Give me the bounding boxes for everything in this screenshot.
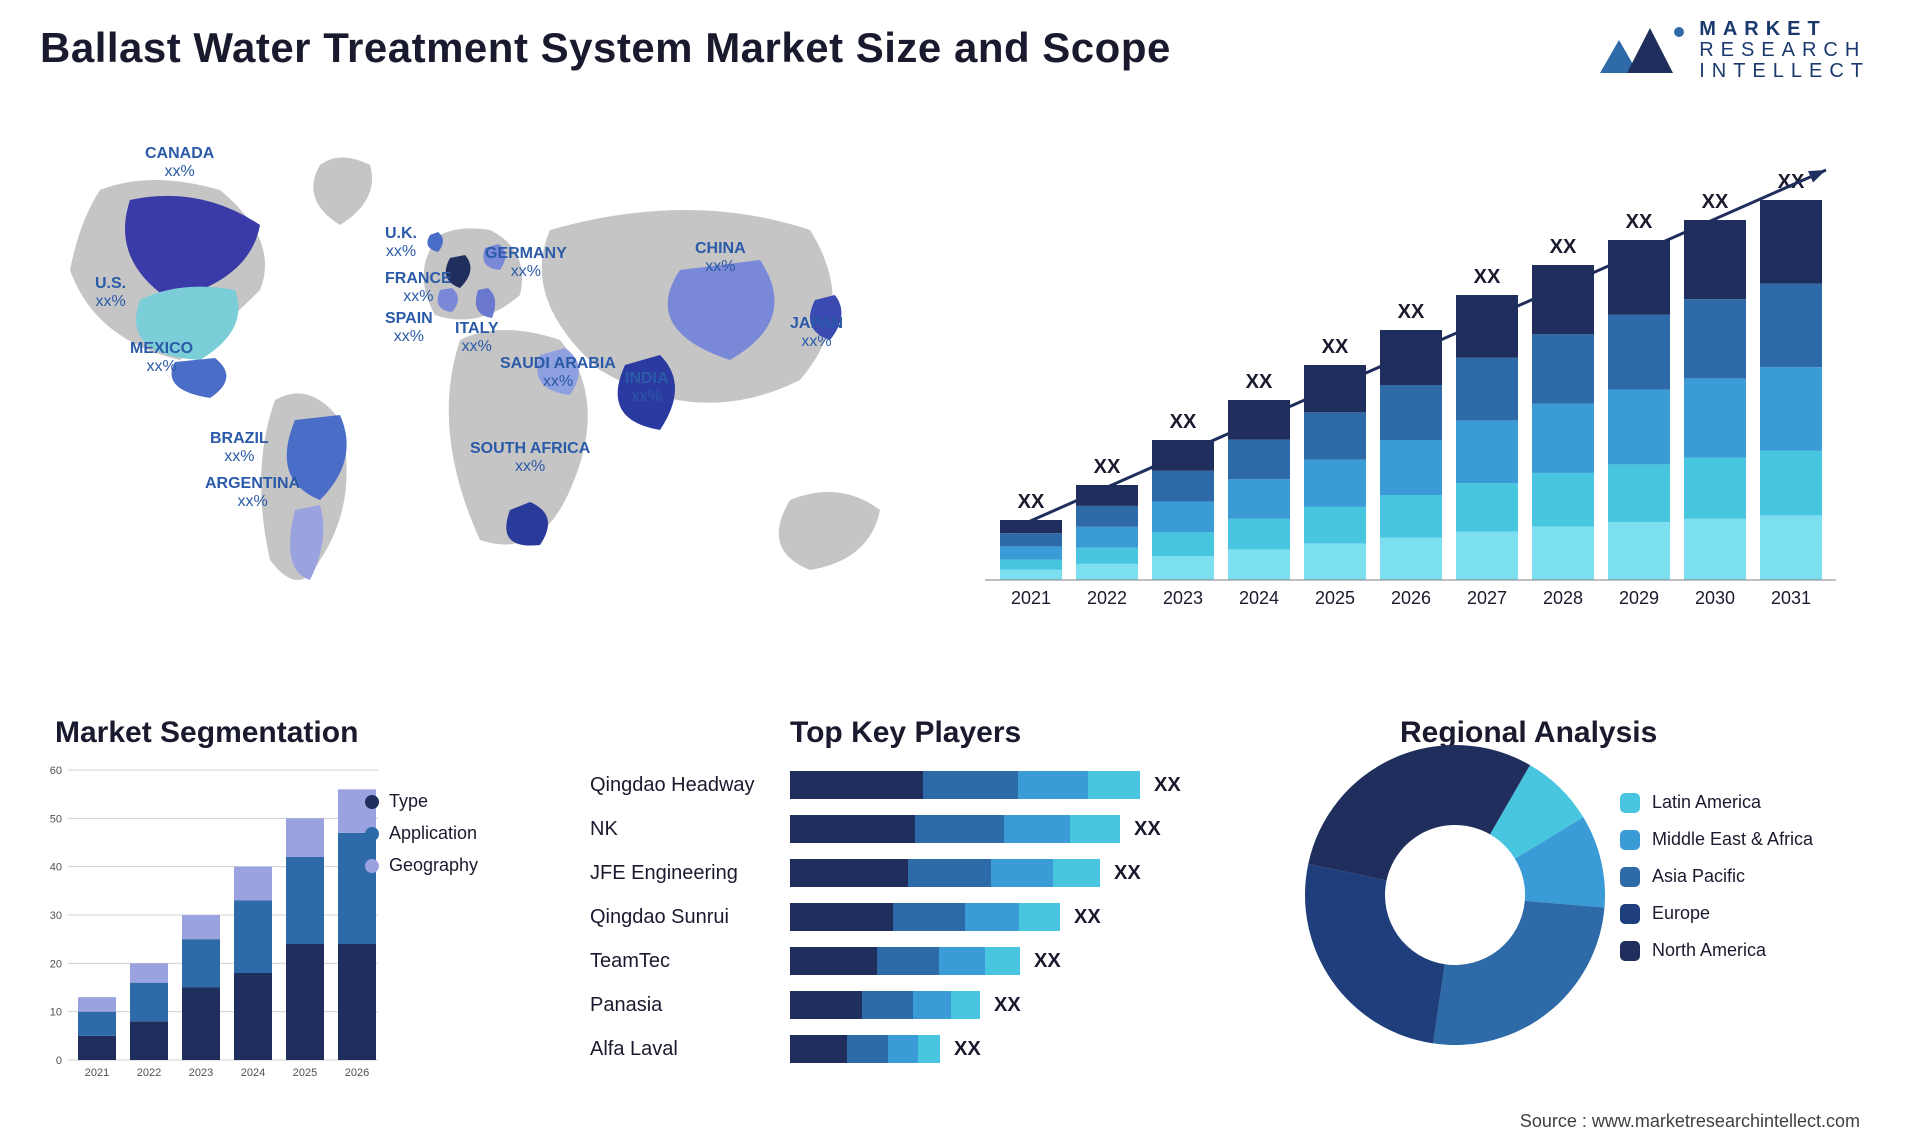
- keyplayer-row: Qingdao Headway XX: [590, 764, 1230, 806]
- keyplayer-name: JFE Engineering: [590, 862, 790, 885]
- legend-item: North America: [1620, 940, 1813, 961]
- svg-text:20: 20: [50, 958, 62, 970]
- source-text: Source : www.marketresearchintellect.com: [1520, 1111, 1860, 1132]
- keyplayer-name: Qingdao Headway: [590, 774, 790, 797]
- svg-text:2026: 2026: [1391, 588, 1431, 608]
- svg-text:2023: 2023: [189, 1067, 213, 1079]
- svg-text:0: 0: [56, 1055, 62, 1067]
- legend-item: Application: [365, 823, 478, 844]
- svg-text:2022: 2022: [137, 1067, 161, 1079]
- legend-item: Geography: [365, 855, 478, 876]
- keyplayer-row: TeamTec XX: [590, 940, 1230, 982]
- keyplayer-value: XX: [1114, 862, 1141, 885]
- svg-text:2024: 2024: [241, 1067, 265, 1079]
- logo-line1: MARKET: [1699, 19, 1870, 40]
- svg-text:XX: XX: [1246, 371, 1273, 393]
- keyplayer-row: NK XX: [590, 808, 1230, 850]
- keyplayer-bar: [790, 903, 1060, 931]
- svg-text:2024: 2024: [1239, 588, 1279, 608]
- keyplayer-row: Alfa Laval XX: [590, 1028, 1230, 1070]
- keyplayer-value: XX: [1074, 906, 1101, 929]
- logo-mark-icon: [1595, 18, 1685, 82]
- svg-text:2025: 2025: [1315, 588, 1355, 608]
- world-map: CANADAxx%U.S.xx%MEXICOxx%BRAZILxx%ARGENT…: [40, 130, 940, 620]
- keyplayer-bar: [790, 947, 1020, 975]
- svg-text:XX: XX: [1322, 336, 1349, 358]
- svg-text:2026: 2026: [345, 1067, 369, 1079]
- legend-item: Latin America: [1620, 792, 1813, 813]
- svg-text:2027: 2027: [1467, 588, 1507, 608]
- keyplayer-value: XX: [1134, 818, 1161, 841]
- legend-item: Europe: [1620, 903, 1813, 924]
- svg-text:10: 10: [50, 1007, 62, 1019]
- keyplayer-row: Panasia XX: [590, 984, 1230, 1026]
- keyplayer-bar: [790, 1035, 940, 1063]
- keyplayers-chart: Qingdao HeadwayXXNKXXJFE EngineeringXXQi…: [590, 720, 1230, 1120]
- keyplayer-value: XX: [994, 994, 1021, 1017]
- svg-text:2030: 2030: [1695, 588, 1735, 608]
- page-title: Ballast Water Treatment System Market Si…: [40, 24, 1171, 72]
- svg-text:2023: 2023: [1163, 588, 1203, 608]
- svg-text:2028: 2028: [1543, 588, 1583, 608]
- keyplayer-value: XX: [954, 1038, 981, 1061]
- svg-text:60: 60: [50, 765, 62, 777]
- svg-text:2021: 2021: [1011, 588, 1051, 608]
- segmentation-chart: 0 10 20 30 40 50 60 2021 2022 2023 2024 2025 2026: [40, 720, 560, 1110]
- brand-logo: MARKET RESEARCH INTELLECT: [1595, 18, 1870, 82]
- svg-text:30: 30: [50, 910, 62, 922]
- keyplayer-name: TeamTec: [590, 950, 790, 973]
- svg-text:XX: XX: [1170, 411, 1197, 433]
- svg-text:2029: 2029: [1619, 588, 1659, 608]
- keyplayer-row: Qingdao Sunrui XX: [590, 896, 1230, 938]
- legend-item: Asia Pacific: [1620, 866, 1813, 887]
- svg-text:2021: 2021: [85, 1067, 109, 1079]
- market-trend-chart: XX 2021 XX 2022 XX 2023 XX 2024 XX 2025 XX 2026 XX 20…: [980, 130, 1850, 630]
- logo-line2: RESEARCH: [1699, 40, 1870, 61]
- keyplayer-value: XX: [1154, 774, 1181, 797]
- svg-text:XX: XX: [1550, 236, 1577, 258]
- svg-text:XX: XX: [1626, 211, 1653, 233]
- svg-text:XX: XX: [1702, 191, 1729, 213]
- svg-text:XX: XX: [1474, 266, 1501, 288]
- keyplayer-value: XX: [1034, 950, 1061, 973]
- svg-text:2022: 2022: [1087, 588, 1127, 608]
- keyplayer-bar: [790, 771, 1140, 799]
- keyplayer-row: JFE Engineering XX: [590, 852, 1230, 894]
- keyplayer-name: Qingdao Sunrui: [590, 906, 790, 929]
- legend-item: Type: [365, 791, 478, 812]
- svg-text:XX: XX: [1018, 491, 1045, 513]
- svg-text:2031: 2031: [1771, 588, 1811, 608]
- regional-legend: Latin America Middle East & Africa Asia Pa…: [1620, 776, 1813, 977]
- keyplayer-bar: [790, 815, 1120, 843]
- legend-item: Middle East & Africa: [1620, 829, 1813, 850]
- svg-text:40: 40: [50, 862, 62, 874]
- svg-text:2025: 2025: [293, 1067, 317, 1079]
- svg-text:XX: XX: [1094, 456, 1121, 478]
- segmentation-legend: Type Application Geography: [365, 780, 478, 887]
- svg-text:50: 50: [50, 813, 62, 825]
- svg-text:XX: XX: [1398, 301, 1425, 323]
- keyplayer-name: NK: [590, 818, 790, 841]
- keyplayer-name: Alfa Laval: [590, 1038, 790, 1061]
- keyplayer-name: Panasia: [590, 994, 790, 1017]
- keyplayer-bar: [790, 859, 1100, 887]
- logo-line3: INTELLECT: [1699, 61, 1870, 82]
- keyplayer-bar: [790, 991, 980, 1019]
